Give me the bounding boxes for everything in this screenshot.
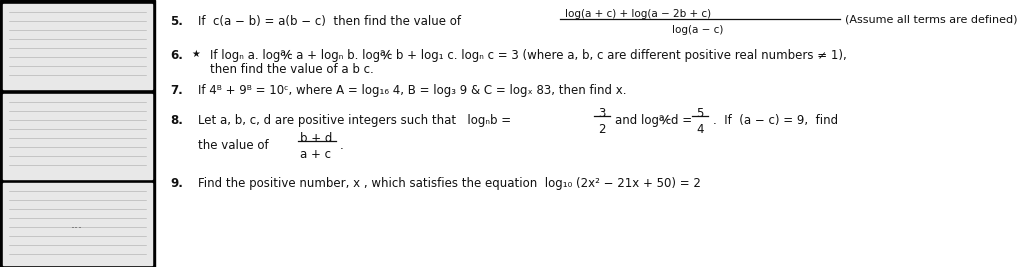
Text: ...: ...: [71, 218, 83, 230]
Text: log(a + c) + log(a − 2b + c): log(a + c) + log(a − 2b + c): [565, 9, 711, 19]
Bar: [0, 0, 155, 267]
Bar: [3, 94, 152, 179]
Text: 9.: 9.: [170, 177, 183, 190]
Text: If  c(a − b) = a(b − c)  then find the value of: If c(a − b) = a(b − c) then find the val…: [198, 15, 461, 28]
Text: a + c: a + c: [300, 148, 331, 161]
Text: If 4ᴮ + 9ᴮ = 10ᶜ, where A = log₁₆ 4, B = log₃ 9 & C = logₓ 83, then find x.: If 4ᴮ + 9ᴮ = 10ᶜ, where A = log₁₆ 4, B =…: [198, 84, 627, 97]
Text: 5: 5: [696, 107, 703, 120]
Text: 6.: 6.: [170, 49, 183, 62]
Text: Let a, b, c, d are positive integers such that   logₙb =: Let a, b, c, d are positive integers suc…: [198, 114, 511, 127]
Text: ★: ★: [191, 49, 200, 59]
Text: If logₙ a. log℀ a + logₙ b. log℀ b + log₁ c. logₙ c = 3 (where a, b, c are diffe: If logₙ a. log℀ a + logₙ b. log℀ b + log…: [210, 49, 847, 62]
Text: .: .: [340, 139, 344, 152]
Text: then find the value of a b c.: then find the value of a b c.: [210, 63, 374, 76]
Text: .  If  (a − c) = 9,  find: . If (a − c) = 9, find: [713, 114, 838, 127]
Text: 5.: 5.: [170, 15, 183, 28]
Text: 2: 2: [598, 123, 606, 136]
Text: 7.: 7.: [170, 84, 182, 97]
Text: (Assume all terms are defined): (Assume all terms are defined): [845, 15, 1018, 25]
Bar: [3, 4, 152, 89]
Text: 3: 3: [598, 107, 605, 120]
Text: log(a − c): log(a − c): [672, 25, 723, 35]
Text: b + d: b + d: [300, 132, 333, 145]
Text: and log℀d =: and log℀d =: [615, 114, 692, 127]
Text: Find the positive number, x , which satisfies the equation  log₁₀ (2x² − 21x + 5: Find the positive number, x , which sati…: [198, 177, 700, 190]
Text: 8.: 8.: [170, 114, 183, 127]
Text: the value of: the value of: [198, 139, 268, 152]
Text: 4: 4: [696, 123, 703, 136]
Bar: [3, 183, 152, 265]
